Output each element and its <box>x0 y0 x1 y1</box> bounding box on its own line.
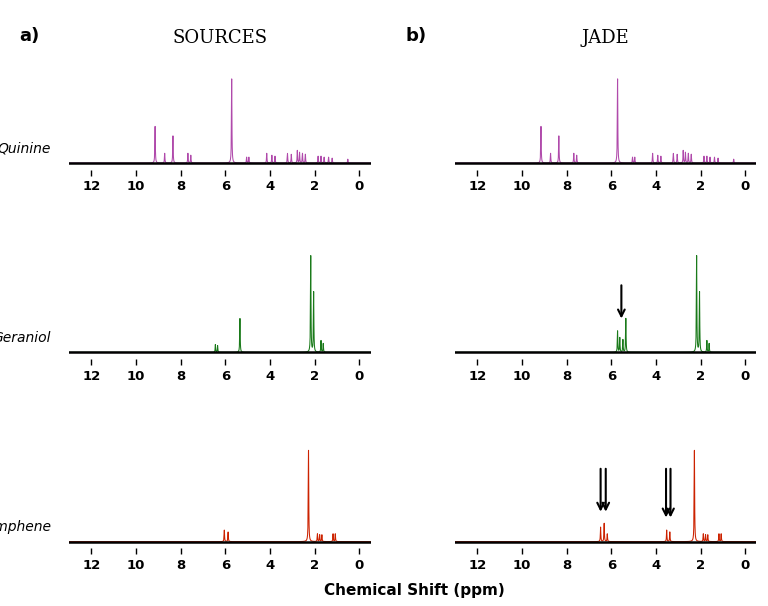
Text: a): a) <box>19 27 39 45</box>
Text: Camphene: Camphene <box>0 520 51 534</box>
Text: Chemical Shift (ppm): Chemical Shift (ppm) <box>324 583 505 598</box>
Title: JADE: JADE <box>582 29 630 47</box>
Text: Quinine: Quinine <box>0 142 51 156</box>
Text: Geraniol: Geraniol <box>0 331 51 345</box>
Title: SOURCES: SOURCES <box>172 29 267 47</box>
Text: b): b) <box>405 27 426 45</box>
